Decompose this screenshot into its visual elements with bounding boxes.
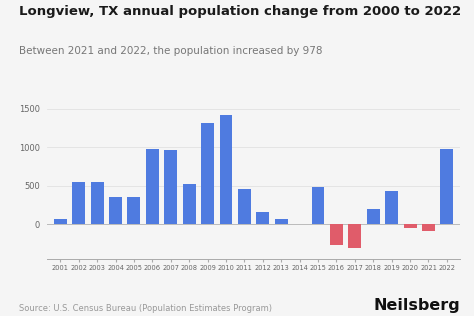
Bar: [238, 189, 251, 224]
Bar: [311, 187, 325, 224]
Bar: [422, 224, 435, 231]
Bar: [440, 149, 453, 224]
Bar: [256, 212, 269, 224]
Bar: [72, 182, 85, 224]
Bar: [146, 149, 159, 224]
Text: Between 2021 and 2022, the population increased by 978: Between 2021 and 2022, the population in…: [19, 46, 322, 56]
Bar: [164, 150, 177, 224]
Text: Longview, TX annual population change from 2000 to 2022: Longview, TX annual population change fr…: [19, 5, 461, 18]
Bar: [367, 210, 380, 224]
Bar: [109, 197, 122, 224]
Bar: [330, 224, 343, 245]
Bar: [128, 197, 140, 224]
Bar: [91, 182, 103, 224]
Text: Neilsberg: Neilsberg: [373, 298, 460, 313]
Bar: [348, 224, 361, 248]
Text: Source: U.S. Census Bureau (Population Estimates Program): Source: U.S. Census Bureau (Population E…: [19, 304, 272, 313]
Bar: [201, 124, 214, 224]
Bar: [404, 224, 417, 228]
Bar: [385, 191, 398, 224]
Bar: [182, 184, 196, 224]
Bar: [219, 115, 232, 224]
Bar: [275, 219, 288, 224]
Bar: [54, 219, 67, 224]
